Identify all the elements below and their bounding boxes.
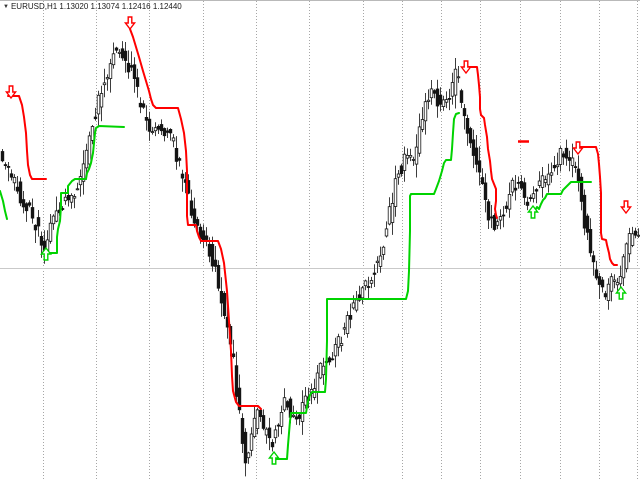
symbol-ohlc-text: EURUSD,H1 1.13020 1.13074 1.12416 1.1244… [10,2,182,11]
chart-symbol-label: ▼ EURUSD,H1 1.13020 1.13074 1.12416 1.124… [3,2,182,12]
sell-signal-arrow-icon [4,85,18,100]
trend-line-red-1 [7,95,47,180]
trend-line-green-edge-stub [0,190,8,220]
sell-signal-arrow-icon [571,141,585,156]
signal-arrows [4,16,633,465]
sell-signal-arrow-icon [459,60,473,75]
sell-signal-arrow-icon [619,200,633,215]
sell-signal-arrow-icon [123,16,137,31]
buy-signal-arrow-icon [614,285,628,300]
trend-line-red-4 [577,146,618,266]
trend-line-green-1 [45,125,125,254]
symbol-dropdown-icon[interactable]: ▼ [3,4,9,10]
candlesticks [0,41,640,477]
buy-signal-arrow-icon [39,246,53,261]
buy-signal-arrow-icon [526,204,540,219]
trend-line-red-2 [129,28,262,410]
trend-indicator-lines [0,28,618,460]
trend-line-green-3 [533,181,592,213]
buy-signal-arrow-icon [267,450,281,465]
trend-line-red-3 [465,66,498,219]
trend-line-green-2 [275,112,460,460]
